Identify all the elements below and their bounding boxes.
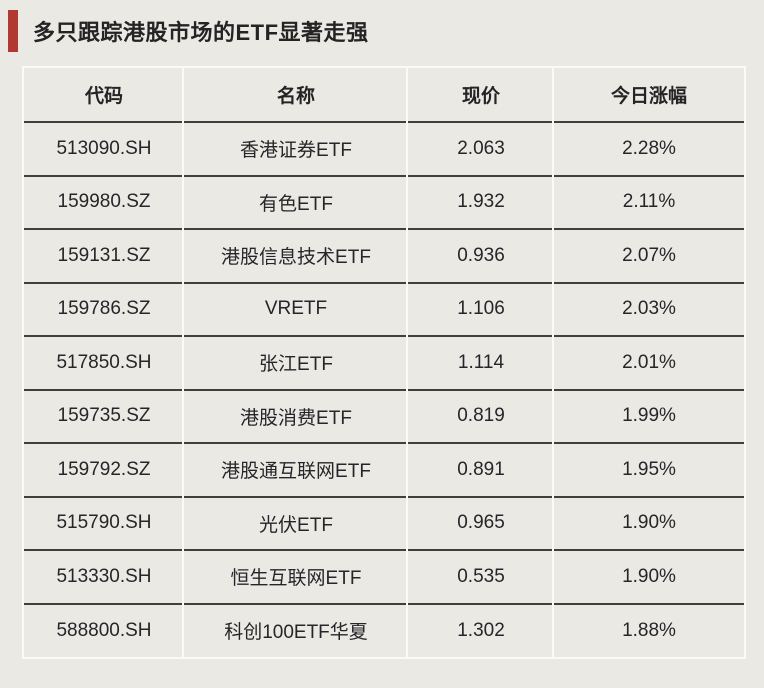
etf-name: 张江ETF <box>184 335 408 390</box>
etf-name: 恒生互联网ETF <box>184 549 408 604</box>
table-row: 159131.SZ 港股信息技术ETF 0.936 2.07% <box>24 228 744 283</box>
etf-code: 515790.SH <box>24 495 184 550</box>
table-row: 513090.SH 香港证券ETF 2.063 2.28% <box>24 122 744 176</box>
etf-price: 0.535 <box>408 549 554 604</box>
table-header-row: 代码 名称 现价 今日涨幅 <box>24 68 744 123</box>
etf-code: 159735.SZ <box>24 388 184 443</box>
etf-price: 0.936 <box>408 228 554 283</box>
etf-code: 517850.SH <box>24 335 184 390</box>
etf-code: 513330.SH <box>24 549 184 604</box>
etf-name: 港股信息技术ETF <box>184 228 408 283</box>
etf-change: 1.99% <box>554 388 744 443</box>
etf-name: 科创100ETF华夏 <box>184 602 408 657</box>
table-row: 159735.SZ 港股消费ETF 0.819 1.99% <box>24 388 744 443</box>
etf-change: 1.90% <box>554 549 744 604</box>
etf-name: 光伏ETF <box>184 495 408 550</box>
etf-change: 2.03% <box>554 281 744 336</box>
etf-change: 1.90% <box>554 495 744 550</box>
article-figure: 多只跟踪港股市场的ETF显著走强 代码 名称 现价 今日涨幅 513090.SH… <box>0 0 764 659</box>
etf-change: 2.07% <box>554 228 744 283</box>
etf-table: 代码 名称 现价 今日涨幅 513090.SH 香港证券ETF 2.063 2.… <box>22 66 746 659</box>
etf-price: 2.063 <box>457 137 505 159</box>
table-row: 515790.SH 光伏ETF 0.965 1.90% <box>24 495 744 550</box>
table-row: 159792.SZ 港股通互联网ETF 0.891 1.95% <box>24 442 744 497</box>
figure-title: 多只跟踪港股市场的ETF显著走强 <box>33 20 369 45</box>
etf-name: VRETF <box>184 281 408 336</box>
etf-name: 香港证券ETF <box>240 140 352 162</box>
col-header-code: 代码 <box>24 68 184 123</box>
etf-price: 0.819 <box>408 388 554 443</box>
table-row: 159786.SZ VRETF 1.106 2.03% <box>24 281 744 336</box>
title-accent-bar <box>8 10 18 52</box>
etf-code: 588800.SH <box>24 602 184 657</box>
col-header-name: 名称 <box>184 68 408 123</box>
etf-price: 0.965 <box>408 495 554 550</box>
etf-name: 港股通互联网ETF <box>184 442 408 497</box>
etf-change: 2.11% <box>554 174 744 229</box>
etf-price: 1.932 <box>408 174 554 229</box>
etf-code: 159786.SZ <box>24 281 184 336</box>
figure-title-block: 多只跟踪港股市场的ETF显著走强 <box>0 0 764 52</box>
etf-data-table: 代码 名称 现价 今日涨幅 513090.SH 香港证券ETF 2.063 2.… <box>24 68 744 657</box>
etf-code: 159980.SZ <box>24 174 184 229</box>
etf-name: 港股消费ETF <box>184 388 408 443</box>
etf-price: 1.302 <box>408 602 554 657</box>
etf-change: 2.28% <box>622 137 676 159</box>
col-header-change: 今日涨幅 <box>554 68 744 123</box>
etf-code: 513090.SH <box>56 137 152 159</box>
col-header-price: 现价 <box>408 68 554 123</box>
table-row: 517850.SH 张江ETF 1.114 2.01% <box>24 335 744 390</box>
etf-change: 2.01% <box>554 335 744 390</box>
table-row: 513330.SH 恒生互联网ETF 0.535 1.90% <box>24 549 744 604</box>
column-divider <box>552 68 554 657</box>
table-row: 159980.SZ 有色ETF 1.932 2.11% <box>24 174 744 229</box>
etf-price: 0.891 <box>408 442 554 497</box>
etf-price: 1.106 <box>408 281 554 336</box>
etf-change: 1.88% <box>554 602 744 657</box>
column-divider <box>406 68 408 657</box>
table-row: 588800.SH 科创100ETF华夏 1.302 1.88% <box>24 602 744 657</box>
etf-code: 159792.SZ <box>24 442 184 497</box>
etf-code: 159131.SZ <box>24 228 184 283</box>
etf-price: 1.114 <box>408 335 554 390</box>
column-divider <box>182 68 184 657</box>
etf-change: 1.95% <box>554 442 744 497</box>
etf-name: 有色ETF <box>184 174 408 229</box>
